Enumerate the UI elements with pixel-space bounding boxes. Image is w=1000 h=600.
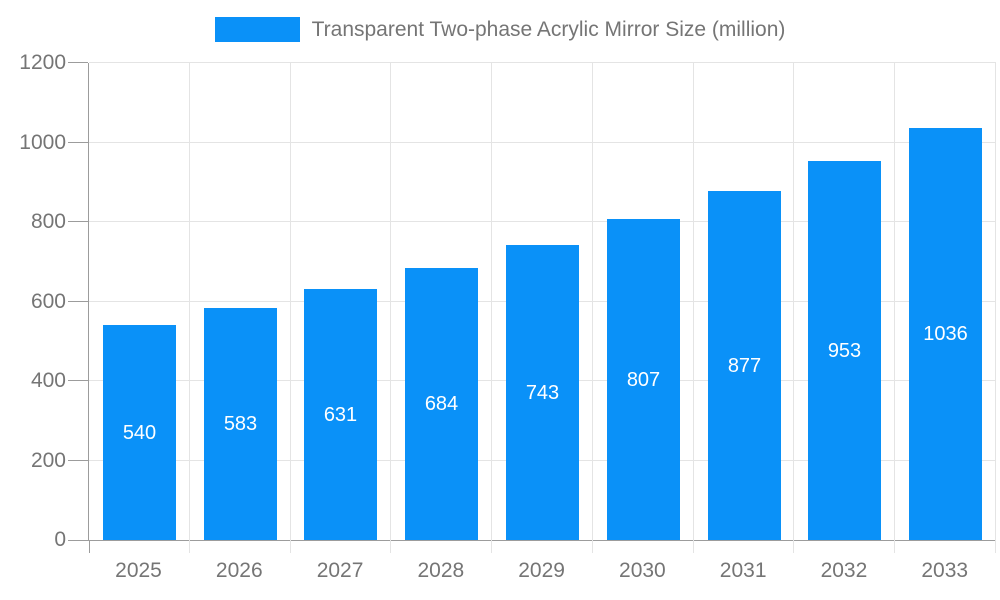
- gridline-vertical: [693, 63, 694, 540]
- gridline-vertical: [592, 63, 593, 540]
- x-axis-tick: [894, 540, 895, 553]
- x-axis-tick: [189, 540, 190, 553]
- gridline-vertical: [995, 63, 996, 540]
- bar: 877: [708, 191, 781, 540]
- bar: 953: [808, 161, 881, 540]
- plot-area: 540 583 631 684 743 807 877 953 1036: [68, 62, 996, 553]
- y-axis-tick: [68, 380, 88, 381]
- bar-value-label: 1036: [923, 323, 968, 345]
- x-axis-label: 2028: [417, 559, 465, 582]
- legend-swatch: [214, 17, 300, 42]
- bar-value-label: 807: [626, 368, 661, 391]
- gridline-horizontal: [89, 141, 996, 143]
- gridline-vertical: [290, 63, 291, 540]
- legend: Transparent Two-phase Acrylic Mirror Siz…: [0, 17, 1000, 42]
- y-axis-label: 1000: [19, 130, 66, 154]
- x-axis-label: 2029: [518, 559, 565, 582]
- gridline-vertical: [390, 63, 391, 540]
- y-axis-tick: [68, 221, 88, 222]
- x-axis-tick: [693, 540, 694, 553]
- y-axis-label: 1200: [19, 51, 66, 74]
- y-axis-label: 200: [30, 448, 66, 472]
- x-axis-tick: [89, 540, 90, 553]
- bar: 684: [405, 268, 478, 540]
- bar-value-label: 540: [122, 421, 157, 444]
- y-axis-label: 800: [30, 210, 66, 233]
- bar-value-label: 631: [323, 403, 358, 426]
- bar: 631: [304, 289, 377, 540]
- gridline-horizontal: [89, 62, 996, 63]
- x-axis-label: 2032: [820, 559, 868, 582]
- gridline-vertical: [189, 63, 190, 540]
- x-axis-tick: [491, 540, 492, 553]
- x-axis-tick: [793, 540, 794, 553]
- gridline-vertical: [793, 63, 794, 540]
- y-axis-tick: [68, 141, 88, 143]
- x-axis-tick: [592, 540, 593, 553]
- y-axis-tick: [68, 300, 88, 302]
- y-axis-label: 400: [30, 369, 66, 392]
- x-axis-tick: [390, 540, 391, 553]
- y-axis-tick: [68, 62, 88, 63]
- x-axis-label: 2030: [619, 559, 666, 582]
- gridline-horizontal: [89, 221, 996, 222]
- gridline-vertical: [894, 63, 895, 540]
- gridline-vertical: [491, 63, 492, 540]
- y-axis-tick: [68, 540, 88, 541]
- bar: 807: [607, 219, 680, 540]
- x-axis-label: 2027: [316, 559, 364, 582]
- legend-label: Transparent Two-phase Acrylic Mirror Siz…: [311, 17, 786, 41]
- y-axis-label: 600: [30, 289, 66, 313]
- x-axis-label: 2025: [115, 559, 162, 582]
- x-axis-label: 2033: [921, 559, 969, 582]
- bar-value-label: 877: [727, 354, 762, 377]
- y-axis-label: 0: [54, 528, 66, 551]
- bar-value-label: 743: [525, 381, 560, 404]
- bar-value-label: 684: [424, 393, 459, 415]
- x-axis-tick: [290, 540, 291, 553]
- bar-value-label: 953: [827, 339, 862, 362]
- x-axis-label: 2026: [215, 559, 263, 582]
- x-axis-label: 2031: [719, 559, 767, 582]
- y-axis-tick: [68, 459, 88, 461]
- bar-value-label: 583: [223, 413, 258, 435]
- bar: 540: [103, 325, 176, 540]
- bar: 583: [204, 308, 277, 540]
- x-axis-tick: [995, 540, 996, 553]
- bar: 743: [506, 245, 579, 540]
- bar: 1036: [909, 128, 982, 540]
